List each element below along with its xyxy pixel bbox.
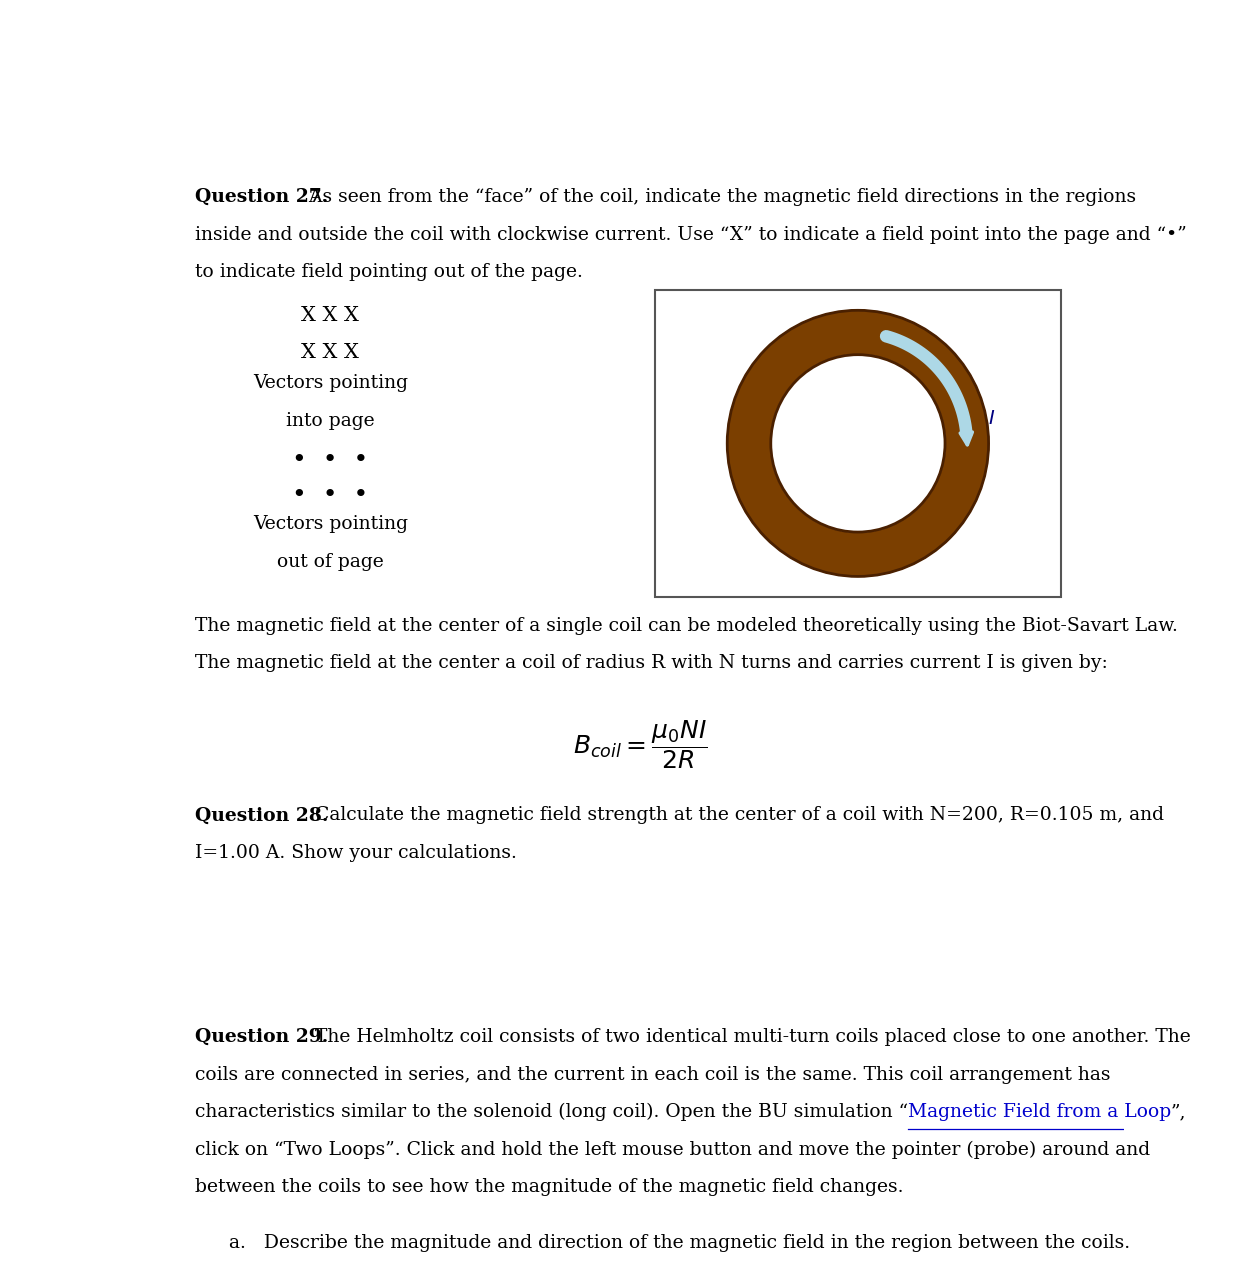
Text: Magnetic Field from a Loop: Magnetic Field from a Loop bbox=[908, 1103, 1172, 1121]
Text: $\it{I}$: $\it{I}$ bbox=[988, 410, 995, 429]
Text: out of page: out of page bbox=[277, 553, 383, 571]
Circle shape bbox=[727, 310, 989, 576]
Text: The magnetic field at the center a coil of radius R with N turns and carries cur: The magnetic field at the center a coil … bbox=[195, 654, 1108, 672]
Text: a.   Describe the magnitude and direction of the magnetic field in the region be: a. Describe the magnitude and direction … bbox=[229, 1234, 1130, 1252]
Text: to indicate field pointing out of the page.: to indicate field pointing out of the pa… bbox=[195, 262, 583, 282]
Circle shape bbox=[771, 355, 945, 532]
Text: $B_{coil} = \dfrac{\mu_0 NI}{2R}$: $B_{coil} = \dfrac{\mu_0 NI}{2R}$ bbox=[573, 718, 707, 771]
Text: ”,: ”, bbox=[1172, 1103, 1187, 1121]
Text: inside and outside the coil with clockwise current. Use “X” to indicate a field : inside and outside the coil with clockwi… bbox=[195, 225, 1187, 243]
Text: coils are connected in series, and the current in each coil is the same. This co: coils are connected in series, and the c… bbox=[195, 1066, 1110, 1084]
Text: The magnetic field at the center of a single coil can be modeled theoretically u: The magnetic field at the center of a si… bbox=[195, 617, 1178, 635]
Bar bbox=[654, 289, 1062, 596]
Text: Vectors pointing: Vectors pointing bbox=[252, 516, 408, 534]
Text: Vectors pointing: Vectors pointing bbox=[252, 374, 408, 393]
Text: Calculate the magnetic field strength at the center of a coil with N=200, R=0.10: Calculate the magnetic field strength at… bbox=[309, 806, 1164, 824]
Text: •  •  •: • • • bbox=[292, 449, 368, 472]
Text: between the coils to see how the magnitude of the magnetic field changes.: between the coils to see how the magnitu… bbox=[195, 1178, 903, 1196]
Text: Question 27.: Question 27. bbox=[195, 188, 328, 206]
Text: into page: into page bbox=[286, 412, 375, 430]
Text: X X X: X X X bbox=[301, 306, 360, 325]
Text: Question 29.: Question 29. bbox=[195, 1028, 328, 1046]
Text: Question 28.: Question 28. bbox=[195, 806, 328, 824]
Text: characteristics similar to the solenoid (long coil). Open the BU simulation “: characteristics similar to the solenoid … bbox=[195, 1103, 908, 1121]
Text: The Helmholtz coil consists of two identical multi-turn coils placed close to on: The Helmholtz coil consists of two ident… bbox=[309, 1028, 1190, 1046]
Text: As seen from the “face” of the coil, indicate the magnetic field directions in t: As seen from the “face” of the coil, ind… bbox=[304, 188, 1137, 206]
Text: •  •  •: • • • bbox=[292, 484, 368, 507]
Text: X X X: X X X bbox=[301, 343, 360, 362]
Text: click on “Two Loops”. Click and hold the left mouse button and move the pointer : click on “Two Loops”. Click and hold the… bbox=[195, 1140, 1150, 1158]
Text: I=1.00 A. Show your calculations.: I=1.00 A. Show your calculations. bbox=[195, 844, 517, 861]
